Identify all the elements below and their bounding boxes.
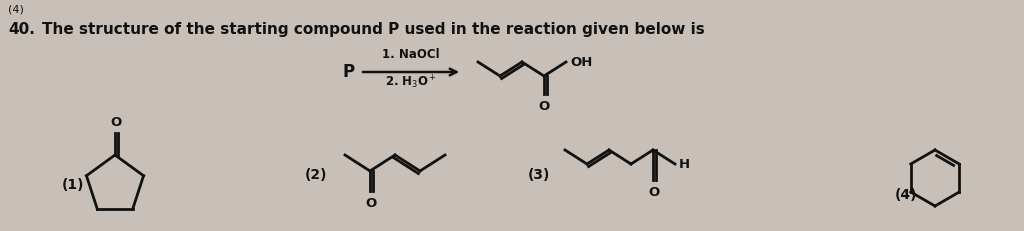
Text: (3): (3) (528, 168, 550, 182)
Text: 2. H$_3$O$^+$: 2. H$_3$O$^+$ (385, 74, 437, 91)
Text: The structure of the starting compound P used in the reaction given below is: The structure of the starting compound P… (42, 22, 705, 37)
Text: H: H (679, 158, 690, 170)
Text: O: O (539, 100, 550, 113)
Text: (2): (2) (305, 168, 328, 182)
Text: 40.: 40. (8, 22, 35, 37)
Text: (1): (1) (62, 178, 85, 192)
Text: (4): (4) (895, 188, 918, 202)
Text: (4): (4) (8, 5, 24, 15)
Text: O: O (648, 186, 659, 199)
Text: OH: OH (570, 55, 592, 69)
Text: O: O (111, 116, 122, 129)
Text: O: O (366, 197, 377, 210)
Text: 1. NaOCl: 1. NaOCl (382, 48, 440, 61)
Text: P: P (343, 63, 355, 81)
